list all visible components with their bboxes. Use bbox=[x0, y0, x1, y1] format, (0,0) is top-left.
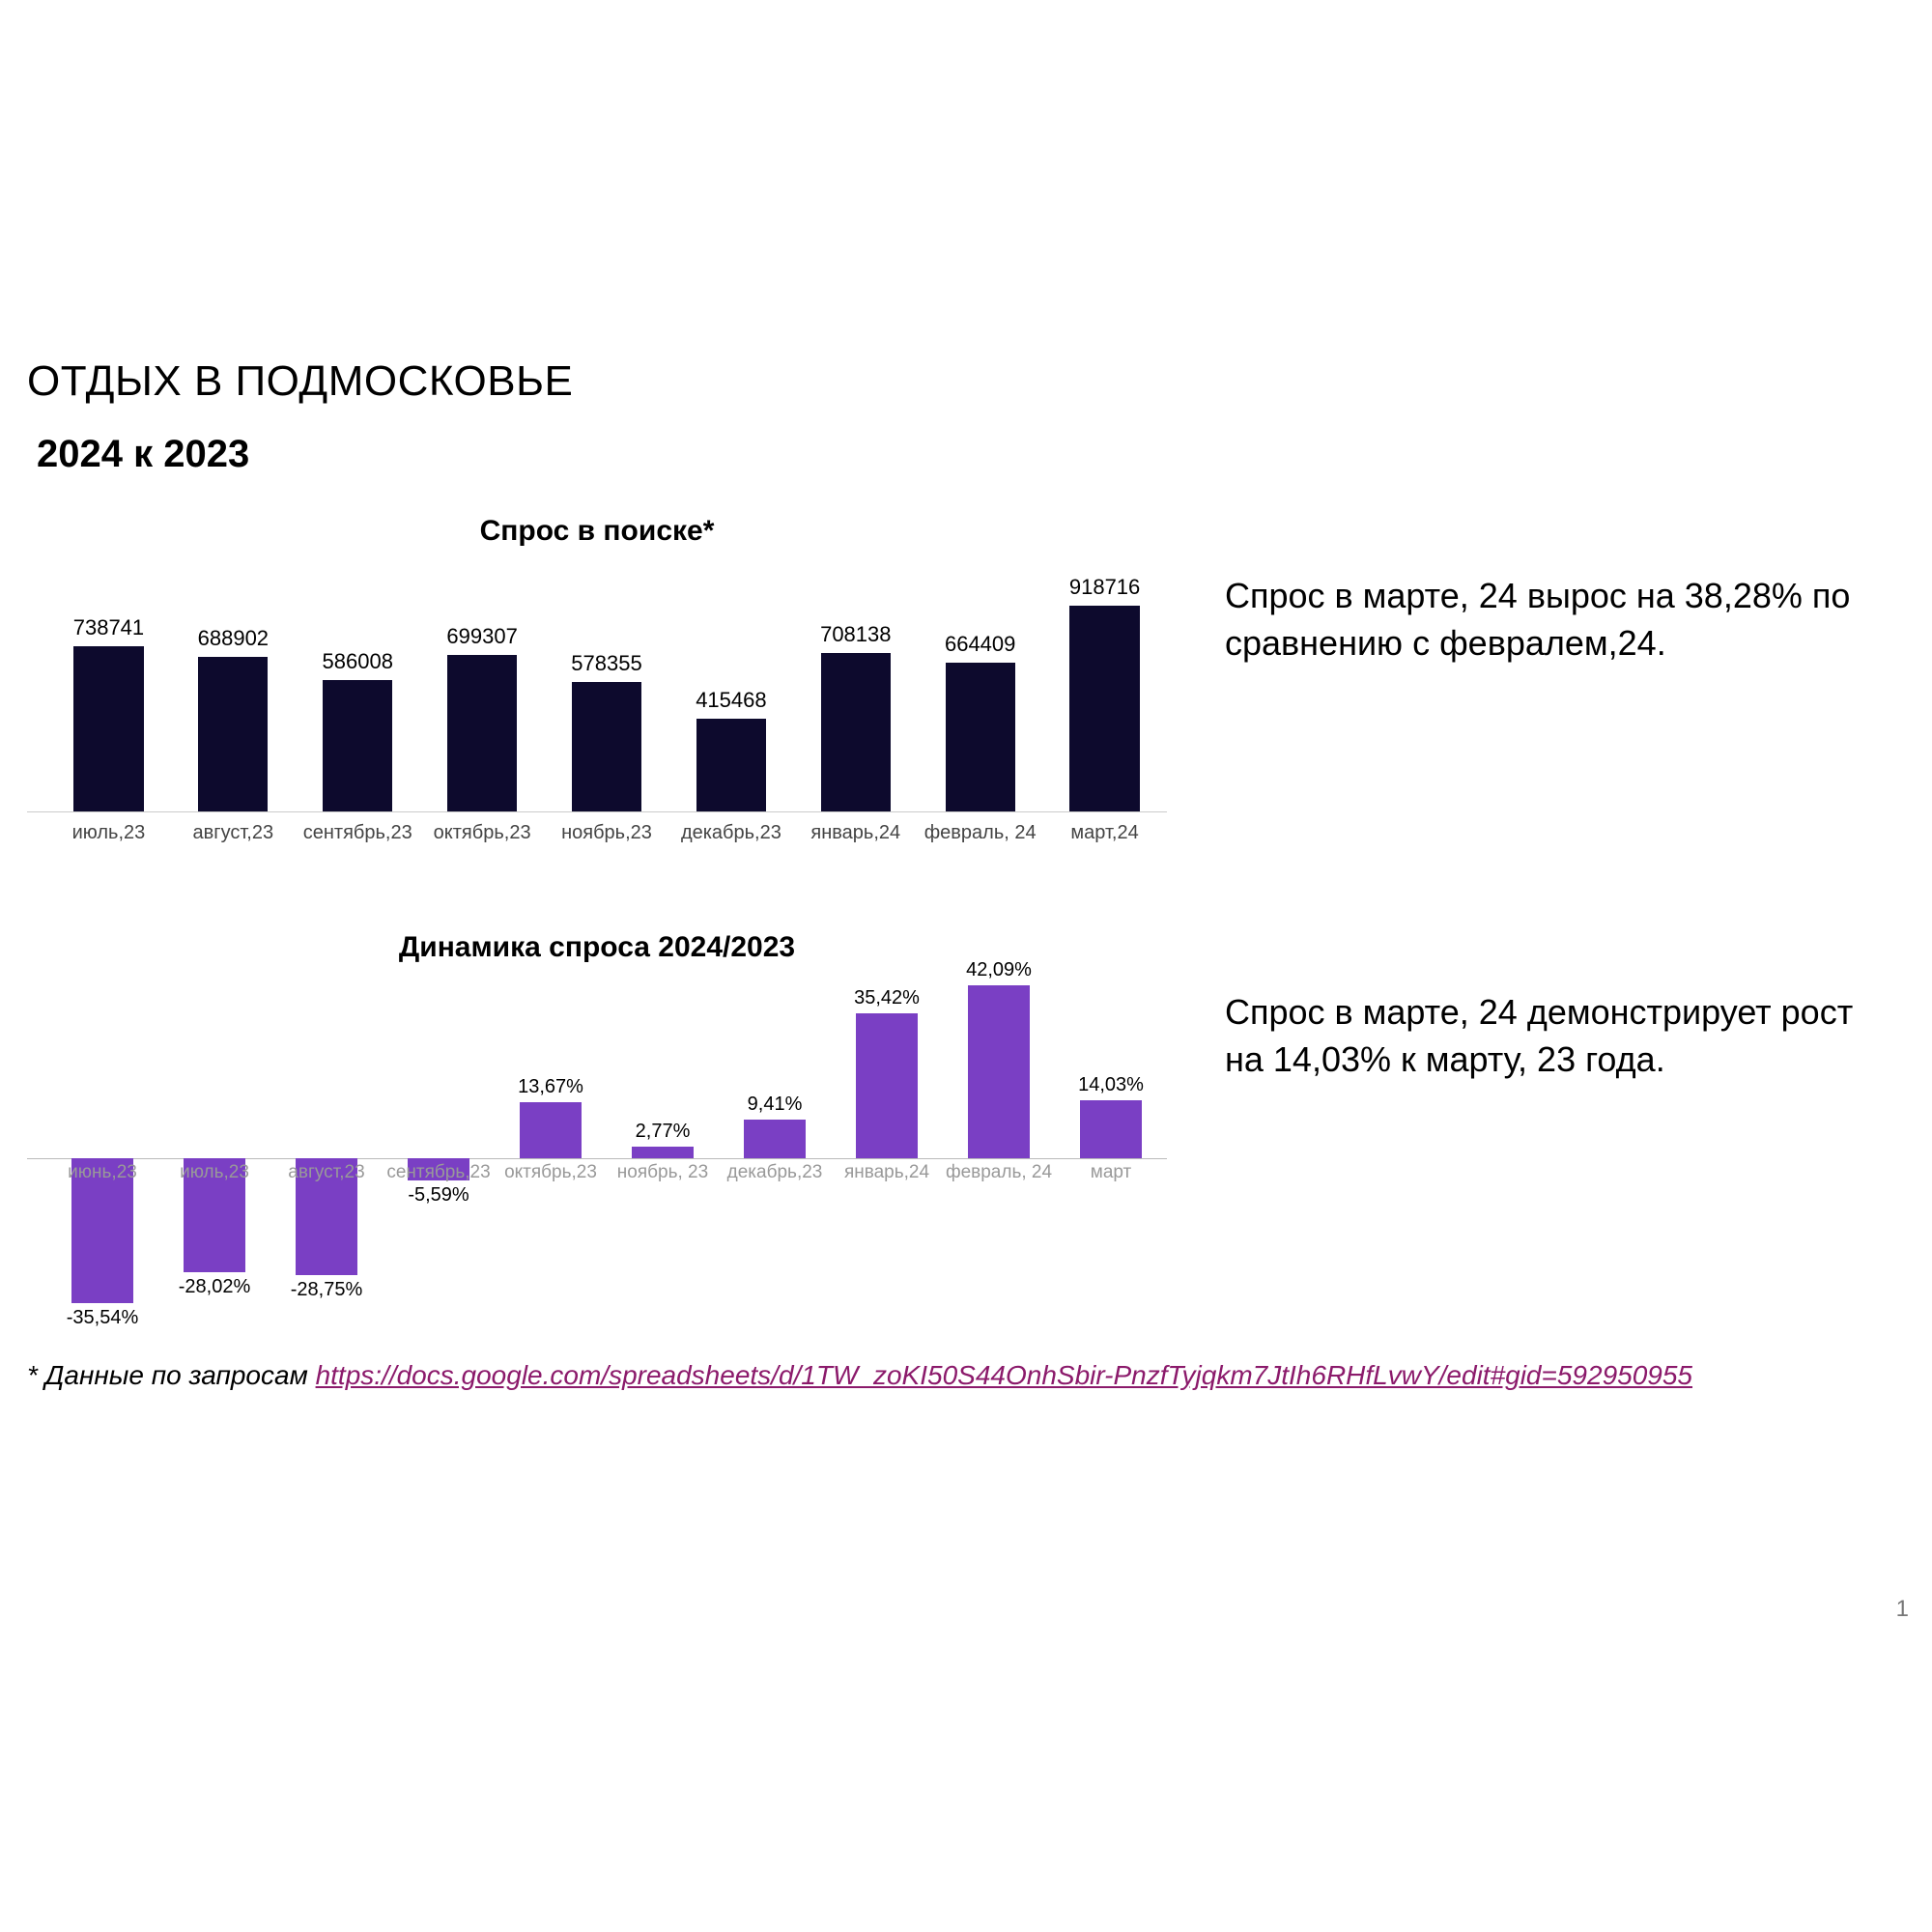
chart2-bar-value: -28,02% bbox=[158, 1276, 270, 1298]
footnote-prefix: * Данные по запросам bbox=[27, 1360, 316, 1390]
annotation-2: Спрос в марте, 24 демонстрирует рост на … bbox=[1167, 883, 1932, 1083]
chart1-axis-label: январь,24 bbox=[793, 812, 918, 844]
chart1-bar-value: 708138 bbox=[820, 622, 891, 647]
chart2-bar: 9,41%декабрь,23 bbox=[719, 974, 831, 1321]
chart2-bar-value: 13,67% bbox=[495, 1076, 607, 1098]
chart2-bar-rect bbox=[968, 985, 1031, 1157]
chart2-bar-rect bbox=[632, 1147, 695, 1158]
chart2-bar-rect bbox=[1080, 1100, 1143, 1157]
chart1-axis: июль,23август,23сентябрь,23октябрь,23ноя… bbox=[27, 812, 1167, 844]
chart2-bar-value: -28,75% bbox=[270, 1279, 383, 1301]
chart1-bar-rect bbox=[1069, 606, 1139, 811]
footnote: * Данные по запросам https://docs.google… bbox=[27, 1360, 1905, 1391]
chart1-bar-value: 699307 bbox=[446, 624, 517, 649]
chart1-axis-label: декабрь,23 bbox=[668, 812, 793, 844]
chart2-bar: -28,02%июль,23 bbox=[158, 974, 270, 1321]
chart1-bar-value: 586008 bbox=[323, 649, 393, 674]
chart1-bar-value: 578355 bbox=[571, 651, 641, 676]
page-number: 1 bbox=[1896, 1596, 1909, 1623]
chart2-bar-rect bbox=[520, 1102, 582, 1158]
chart1-bar-value: 918716 bbox=[1069, 575, 1140, 600]
chart1-axis-label: июль,23 bbox=[46, 812, 171, 844]
annotation-1: Спрос в марте, 24 вырос на 38,28% по сра… bbox=[1167, 515, 1932, 667]
chart1-axis-label: март,24 bbox=[1042, 812, 1167, 844]
chart2-bar-value: 9,41% bbox=[719, 1094, 831, 1116]
chart1-bar-rect bbox=[323, 680, 392, 811]
chart2-axis-label: март bbox=[999, 1162, 1223, 1183]
chart1-bar: 738741 bbox=[46, 561, 171, 811]
chart1-bar-value: 738741 bbox=[73, 615, 144, 640]
chart2-block: Динамика спроса 2024/2023 -35,54%июнь,23… bbox=[27, 883, 1167, 1321]
chart2-bar: -28,75%август,23 bbox=[270, 974, 383, 1321]
chart1-bar-rect bbox=[198, 657, 268, 811]
chart1-bar-rect bbox=[946, 663, 1015, 811]
chart1-axis-label: ноябрь,23 bbox=[545, 812, 669, 844]
chart1-axis-label: октябрь,23 bbox=[420, 812, 545, 844]
row-chart2: Динамика спроса 2024/2023 -35,54%июнь,23… bbox=[0, 883, 1932, 1321]
chart1-bar-rect bbox=[447, 655, 517, 811]
chart1-axis-label: февраль, 24 bbox=[918, 812, 1042, 844]
chart2-bar: 2,77%ноябрь, 23 bbox=[607, 974, 719, 1321]
row-chart1: Спрос в поиске* 738741 688902 586008 699307… bbox=[0, 515, 1932, 844]
chart2-bar: -35,54%июнь,23 bbox=[46, 974, 158, 1321]
chart2-bar-value: -35,54% bbox=[46, 1307, 158, 1329]
chart1-bar: 578355 bbox=[545, 561, 669, 811]
chart2-bars: -35,54%июнь,23-28,02%июль,23-28,75%авгус… bbox=[27, 974, 1167, 1321]
chart1-axis-label: август,23 bbox=[171, 812, 296, 844]
chart1-bar-rect bbox=[73, 646, 143, 811]
chart1-bar: 699307 bbox=[420, 561, 545, 811]
chart2-bar: 42,09%февраль, 24 bbox=[943, 974, 1055, 1321]
chart1-bar-value: 664409 bbox=[945, 632, 1015, 657]
chart1-axis-label: сентябрь,23 bbox=[296, 812, 420, 844]
chart1-bar-rect bbox=[696, 719, 766, 811]
chart2-bar-rect bbox=[744, 1120, 807, 1158]
chart1-bar-rect bbox=[572, 682, 641, 811]
chart1-bar: 415468 bbox=[668, 561, 793, 811]
page-subtitle: 2024 к 2023 bbox=[37, 433, 1932, 476]
chart1-bar-value: 415468 bbox=[696, 688, 766, 713]
chart1-bars: 738741 688902 586008 699307 578355 415468 7081… bbox=[27, 561, 1167, 812]
chart1-title: Спрос в поиске* bbox=[27, 515, 1167, 548]
chart2-bar-value: 14,03% bbox=[1055, 1074, 1167, 1096]
chart2-bar: 14,03%март bbox=[1055, 974, 1167, 1321]
footnote-link[interactable]: https://docs.google.com/spreadsheets/d/1… bbox=[316, 1360, 1692, 1390]
chart2-bar-value: 35,42% bbox=[831, 987, 943, 1009]
chart1-bar: 586008 bbox=[296, 561, 420, 811]
chart2-bars-container: -35,54%июнь,23-28,02%июль,23-28,75%авгус… bbox=[46, 974, 1167, 1321]
slide-page: ОТДЫХ В ПОДМОСКОВЬЕ 2024 к 2023 Спрос в … bbox=[0, 0, 1932, 1932]
chart1-bar: 708138 bbox=[793, 561, 918, 811]
chart2-bar-value: 42,09% bbox=[943, 959, 1055, 981]
chart2-bar-rect bbox=[856, 1013, 919, 1158]
chart1-bar: 664409 bbox=[918, 561, 1042, 811]
chart1-bar-rect bbox=[821, 653, 891, 811]
chart2-bar: -5,59%сентябрь,23 bbox=[383, 974, 495, 1321]
chart1-block: Спрос в поиске* 738741 688902 586008 699307… bbox=[27, 515, 1167, 844]
chart1-bar: 918716 bbox=[1042, 561, 1167, 811]
chart2-bar-value: 2,77% bbox=[607, 1121, 719, 1143]
chart2-bar: 13,67%октябрь,23 bbox=[495, 974, 607, 1321]
chart1-bar-value: 688902 bbox=[198, 626, 269, 651]
page-title: ОТДЫХ В ПОДМОСКОВЬЕ bbox=[27, 357, 1932, 406]
chart1-bar: 688902 bbox=[171, 561, 296, 811]
chart2-bar: 35,42%январь,24 bbox=[831, 974, 943, 1321]
chart2-bar-value: -5,59% bbox=[383, 1184, 495, 1207]
